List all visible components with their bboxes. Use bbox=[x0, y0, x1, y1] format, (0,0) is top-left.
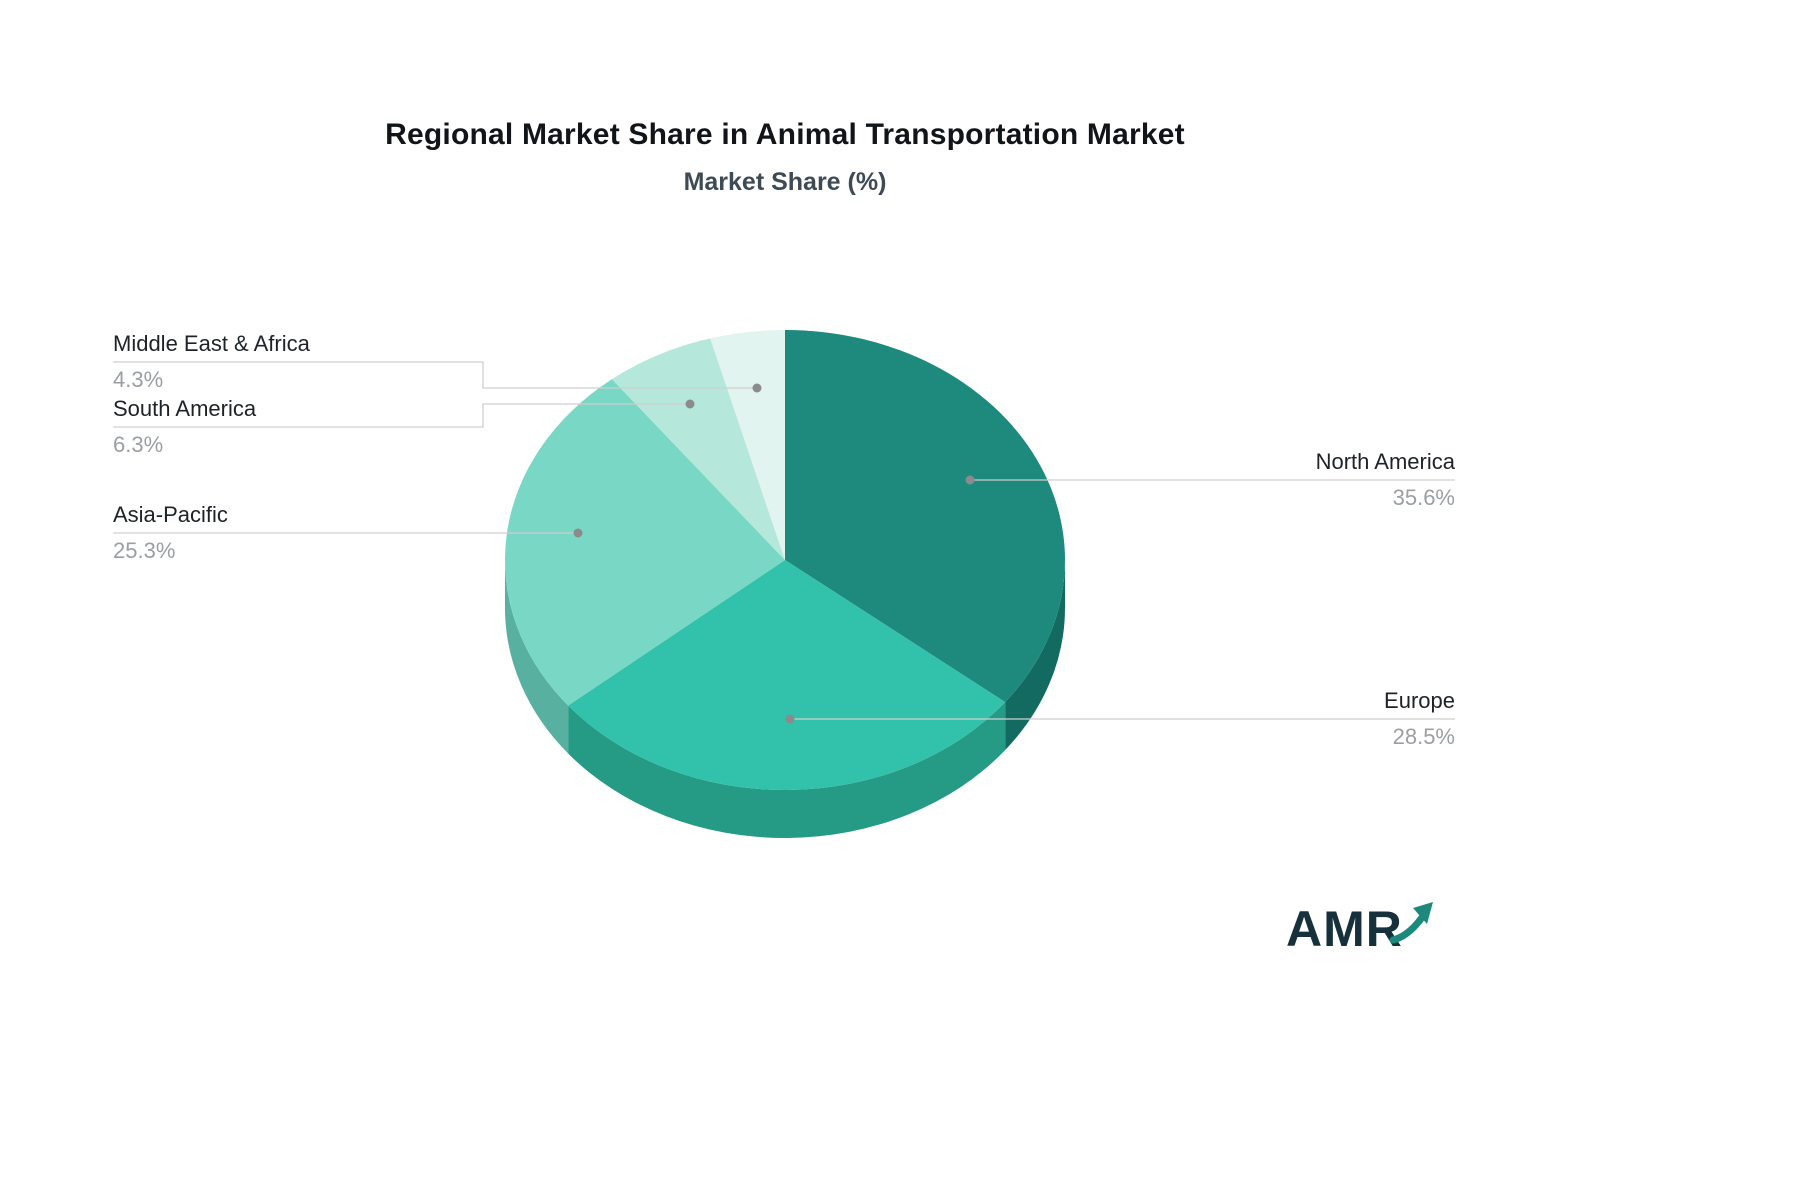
pie-slice-2 bbox=[505, 379, 785, 706]
slice-label-middle-east-africa: Middle East & Africa 4.3% bbox=[113, 330, 473, 394]
pie-slice-0 bbox=[785, 330, 1065, 703]
slice-name: Europe bbox=[1384, 688, 1455, 713]
leader-dot-0 bbox=[965, 475, 975, 485]
slice-percent: 35.6% bbox=[1392, 485, 1455, 510]
slice-name: Asia-Pacific bbox=[113, 502, 228, 527]
slice-percent: 6.3% bbox=[113, 432, 164, 457]
pie-slice-side-0 bbox=[1005, 560, 1065, 751]
pie-slice-3 bbox=[611, 338, 785, 560]
amr-logo: AMR bbox=[1286, 898, 1439, 960]
leader-line-3 bbox=[113, 403, 690, 428]
slice-name: Middle East & Africa bbox=[113, 331, 310, 356]
pie-slice-side-2 bbox=[505, 560, 569, 754]
pie-slice-1 bbox=[568, 560, 1006, 790]
slice-label-north-america: North America 35.6% bbox=[1095, 448, 1455, 512]
slice-percent: 25.3% bbox=[113, 538, 176, 563]
slice-label-asia-pacific: Asia-Pacific 25.3% bbox=[113, 501, 473, 565]
leader-line-4 bbox=[113, 361, 757, 389]
logo-arrow-icon bbox=[1389, 902, 1433, 944]
slice-label-europe: Europe 28.5% bbox=[1095, 687, 1455, 751]
pie-slice-side-1 bbox=[568, 702, 1006, 838]
slice-name: South America bbox=[113, 396, 257, 421]
leader-dot-2 bbox=[573, 528, 583, 538]
slice-label-south-america: South America 6.3% bbox=[113, 395, 473, 459]
chart-title: Regional Market Share in Animal Transpor… bbox=[385, 118, 1185, 151]
chart-subtitle: Market Share (%) bbox=[683, 168, 887, 196]
slice-name: North America bbox=[1315, 449, 1455, 474]
leader-dot-1 bbox=[785, 714, 795, 724]
leader-dot-3 bbox=[685, 399, 695, 409]
slice-percent: 28.5% bbox=[1392, 724, 1455, 749]
amr-logo-text: AMR bbox=[1286, 901, 1403, 957]
slice-percent: 4.3% bbox=[113, 367, 164, 392]
leader-dot-4 bbox=[752, 383, 762, 393]
